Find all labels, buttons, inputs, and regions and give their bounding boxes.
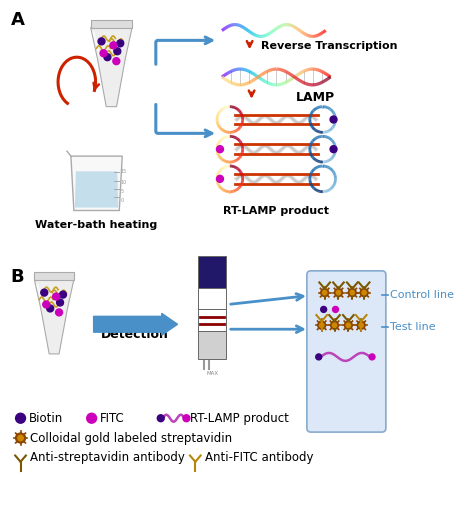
Text: RT-LAMP product: RT-LAMP product: [223, 206, 329, 215]
Circle shape: [318, 321, 326, 329]
Circle shape: [359, 323, 364, 327]
Text: RT-LAMP product: RT-LAMP product: [191, 412, 289, 425]
FancyArrow shape: [93, 313, 178, 335]
Circle shape: [346, 323, 350, 327]
Text: Anti-streptavidin antibody: Anti-streptavidin antibody: [30, 451, 185, 464]
Text: Reverse Transcription: Reverse Transcription: [262, 42, 398, 51]
Text: Anti-FITC antibody: Anti-FITC antibody: [205, 451, 314, 464]
Circle shape: [345, 321, 352, 329]
Text: Water-bath heating: Water-bath heating: [36, 221, 158, 230]
Circle shape: [183, 415, 190, 422]
Circle shape: [98, 38, 105, 45]
Circle shape: [56, 299, 64, 306]
Circle shape: [18, 436, 23, 441]
Polygon shape: [71, 156, 122, 210]
Polygon shape: [35, 280, 74, 354]
Circle shape: [348, 289, 356, 297]
Circle shape: [319, 323, 324, 327]
Text: FITC: FITC: [100, 412, 124, 425]
Circle shape: [316, 354, 322, 360]
Circle shape: [321, 289, 328, 297]
Text: LAMP: LAMP: [296, 91, 335, 104]
Bar: [198, 331, 226, 359]
Circle shape: [335, 289, 342, 297]
Circle shape: [336, 290, 341, 295]
Circle shape: [47, 305, 54, 312]
Circle shape: [100, 50, 107, 57]
Text: Colloidal gold labeled streptavidin: Colloidal gold labeled streptavidin: [30, 431, 233, 444]
Circle shape: [357, 321, 365, 329]
Circle shape: [114, 48, 121, 55]
Circle shape: [330, 321, 338, 329]
Circle shape: [332, 323, 337, 327]
Circle shape: [333, 306, 338, 312]
Text: 5: 5: [120, 189, 123, 194]
Bar: [198, 256, 226, 288]
Text: 15: 15: [120, 169, 127, 174]
Text: Control line: Control line: [390, 289, 454, 300]
Circle shape: [217, 146, 223, 153]
Circle shape: [113, 57, 120, 65]
Circle shape: [330, 116, 337, 123]
Circle shape: [322, 290, 327, 295]
Circle shape: [217, 175, 223, 182]
Text: A: A: [11, 11, 25, 29]
Circle shape: [360, 289, 368, 297]
Text: 10: 10: [120, 180, 127, 185]
Text: Biotin: Biotin: [28, 412, 63, 425]
Circle shape: [60, 291, 66, 298]
Text: 0: 0: [120, 198, 123, 203]
Polygon shape: [91, 19, 132, 28]
Circle shape: [110, 42, 117, 49]
Text: Detection: Detection: [101, 328, 169, 341]
Polygon shape: [91, 28, 132, 107]
Circle shape: [41, 289, 48, 296]
Text: B: B: [11, 268, 24, 286]
Circle shape: [43, 301, 50, 308]
Circle shape: [16, 413, 26, 423]
Circle shape: [362, 290, 366, 295]
Text: MAX: MAX: [206, 371, 218, 376]
Circle shape: [330, 146, 337, 153]
Polygon shape: [75, 171, 118, 208]
Circle shape: [53, 293, 60, 300]
Polygon shape: [35, 272, 74, 280]
Circle shape: [157, 415, 164, 422]
Circle shape: [55, 309, 63, 316]
Circle shape: [117, 40, 124, 47]
Circle shape: [321, 306, 327, 312]
Circle shape: [350, 290, 355, 295]
FancyBboxPatch shape: [307, 271, 386, 432]
Circle shape: [16, 433, 26, 443]
Bar: [198, 309, 226, 331]
Circle shape: [369, 354, 375, 360]
Bar: [198, 288, 226, 309]
Text: Test line: Test line: [390, 322, 436, 332]
Circle shape: [87, 413, 97, 423]
Circle shape: [104, 54, 111, 61]
